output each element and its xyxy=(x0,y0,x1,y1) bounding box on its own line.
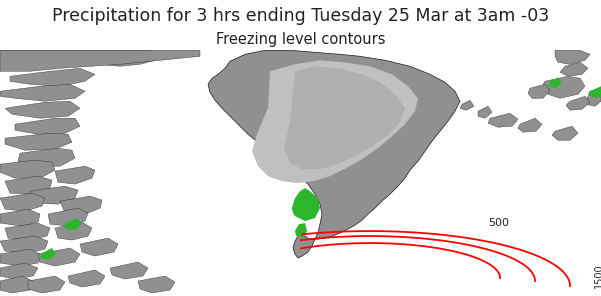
Polygon shape xyxy=(460,100,474,110)
Polygon shape xyxy=(5,133,72,150)
Polygon shape xyxy=(252,60,418,183)
Polygon shape xyxy=(0,50,160,66)
Polygon shape xyxy=(284,66,405,169)
Polygon shape xyxy=(0,276,35,293)
Polygon shape xyxy=(10,68,95,86)
Text: Precipitation for 3 hrs ending Tuesday 25 Mar at 3am -03: Precipitation for 3 hrs ending Tuesday 2… xyxy=(52,7,549,25)
Polygon shape xyxy=(28,276,65,293)
Polygon shape xyxy=(292,188,320,221)
Polygon shape xyxy=(0,193,45,211)
Polygon shape xyxy=(528,84,550,98)
Polygon shape xyxy=(40,248,56,260)
Polygon shape xyxy=(588,86,601,98)
Polygon shape xyxy=(0,209,40,226)
Text: 500: 500 xyxy=(488,218,509,228)
Polygon shape xyxy=(48,208,88,226)
Polygon shape xyxy=(585,88,601,106)
Polygon shape xyxy=(542,76,585,98)
Polygon shape xyxy=(38,248,80,266)
Polygon shape xyxy=(548,77,562,88)
Text: Freezing level contours: Freezing level contours xyxy=(216,33,385,47)
Polygon shape xyxy=(0,249,42,266)
Polygon shape xyxy=(0,263,38,279)
Polygon shape xyxy=(55,222,92,240)
Polygon shape xyxy=(55,166,95,184)
Polygon shape xyxy=(0,160,55,178)
Polygon shape xyxy=(208,50,460,258)
Polygon shape xyxy=(15,118,80,134)
Polygon shape xyxy=(552,126,578,140)
Polygon shape xyxy=(110,262,148,279)
Polygon shape xyxy=(5,101,80,118)
Polygon shape xyxy=(518,118,542,132)
Text: 1500: 1500 xyxy=(594,263,601,288)
Polygon shape xyxy=(0,236,48,253)
Polygon shape xyxy=(478,106,492,118)
Polygon shape xyxy=(60,196,102,214)
Polygon shape xyxy=(560,62,588,76)
Polygon shape xyxy=(5,176,52,194)
Polygon shape xyxy=(30,186,78,204)
Polygon shape xyxy=(488,113,518,127)
Polygon shape xyxy=(0,84,85,101)
Polygon shape xyxy=(295,223,307,238)
Polygon shape xyxy=(68,270,105,287)
Polygon shape xyxy=(80,238,118,256)
Polygon shape xyxy=(65,218,82,230)
Polygon shape xyxy=(5,223,50,240)
Polygon shape xyxy=(555,50,590,64)
Polygon shape xyxy=(0,50,200,71)
Polygon shape xyxy=(566,96,590,110)
Polygon shape xyxy=(18,148,75,166)
Polygon shape xyxy=(138,276,175,293)
